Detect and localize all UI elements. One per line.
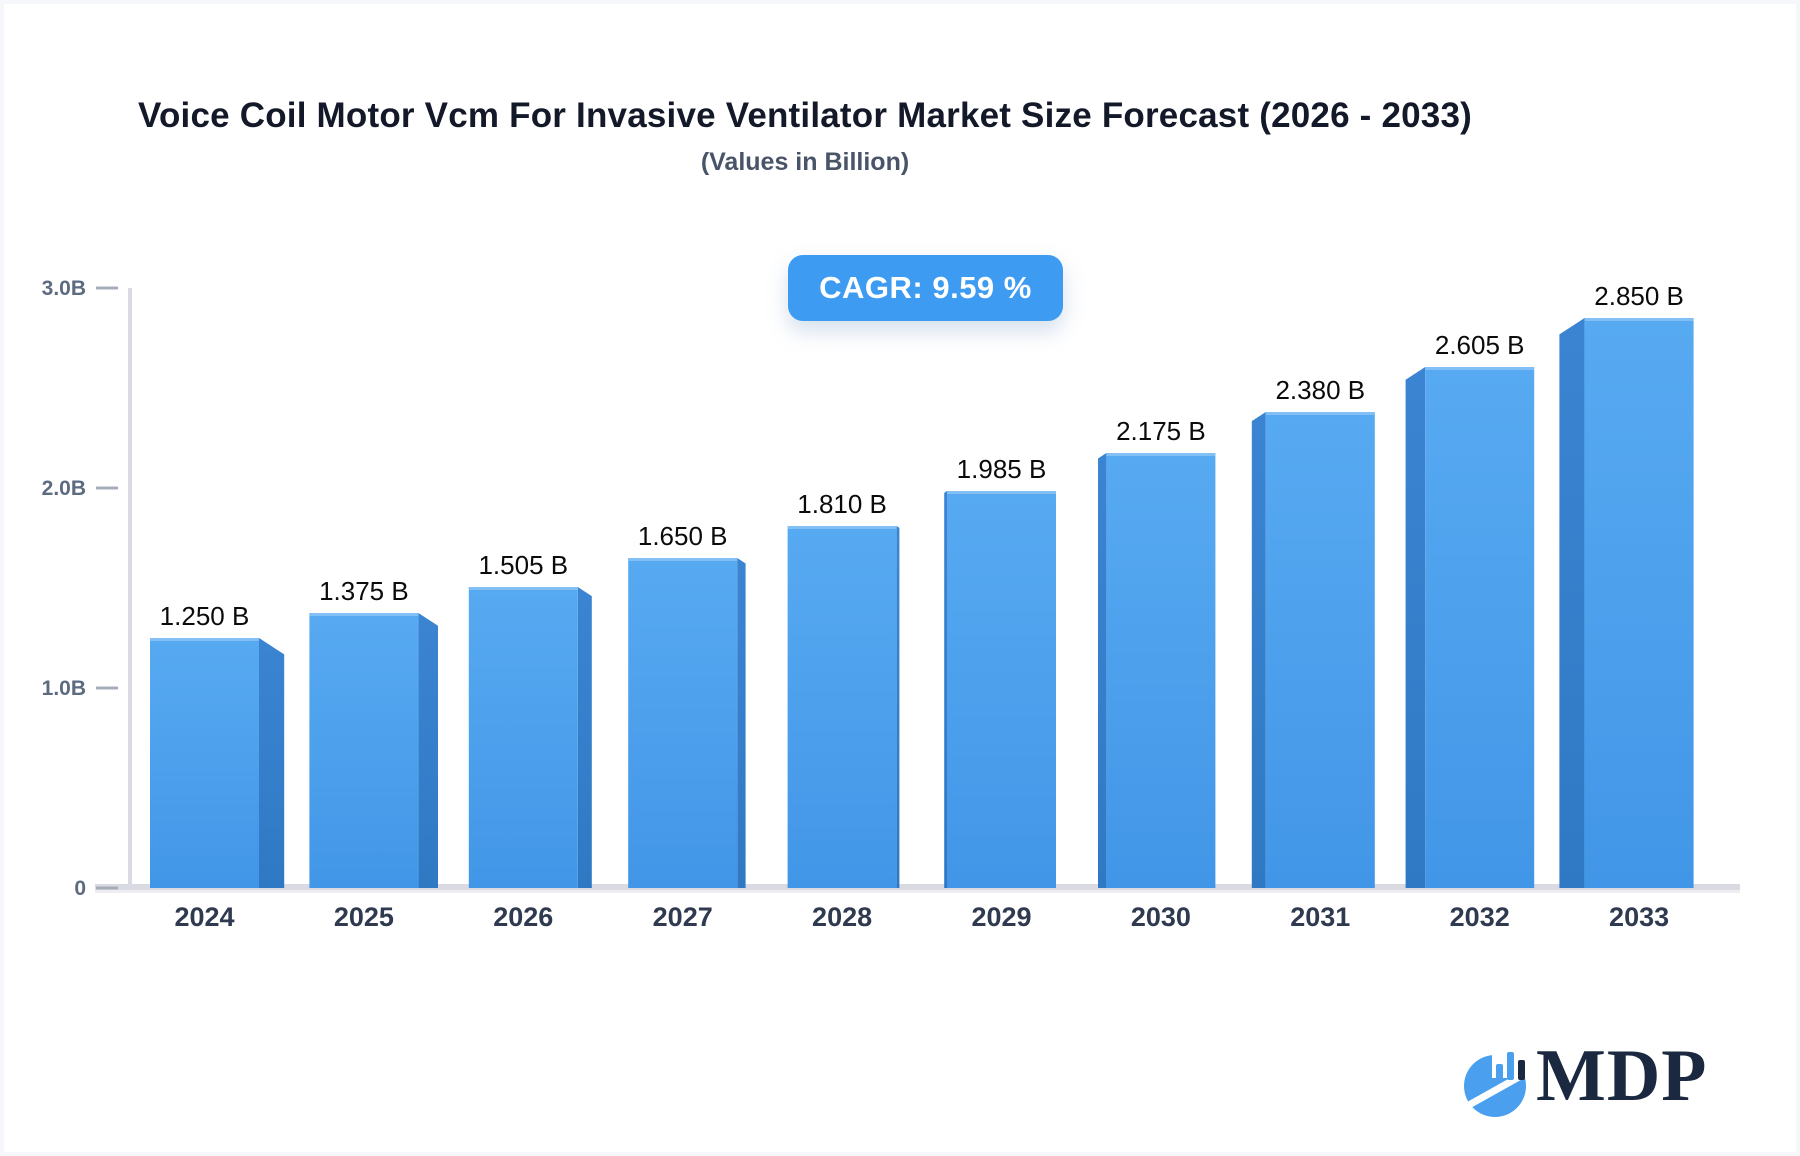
bar-top-edge [150, 638, 259, 641]
y-axis-line [128, 288, 132, 888]
bar-group-2024: 1.250 B 2024 [150, 601, 285, 932]
x-axis-label: 2026 [493, 902, 553, 932]
y-tick-mark [96, 886, 118, 890]
bar-face [1584, 318, 1694, 888]
bar-group-2031: 2.380 B 2031 [1251, 375, 1375, 932]
x-axis-label: 2031 [1290, 902, 1350, 932]
bar-top-edge [947, 491, 1056, 494]
bar-side [1405, 367, 1426, 888]
mdp-logo-text: MDP [1536, 1035, 1708, 1117]
x-axis-label: 2033 [1609, 902, 1669, 932]
y-tick-label: 3.0B [42, 277, 86, 300]
bar-group-2033: 2.850 B 2033 [1559, 281, 1694, 932]
y-tick-label: 1.0B [42, 677, 86, 700]
bar-face [1425, 367, 1535, 888]
bar-face [150, 638, 259, 888]
x-axis-label: 2030 [1131, 902, 1191, 932]
bar-face [628, 558, 738, 888]
bar-side [737, 558, 746, 888]
x-axis-line [95, 884, 1740, 890]
chart-title: Voice Coil Motor Vcm For Invasive Ventil… [138, 96, 1472, 135]
bar-group-2032: 2.605 B 2032 [1405, 330, 1535, 932]
bar-value-label: 1.650 B [638, 521, 728, 551]
bar-group-2028: 1.810 B 2028 [787, 489, 900, 932]
bar-group-2027: 1.650 B 2027 [628, 521, 746, 932]
bar-side [896, 526, 900, 888]
x-axis-label: 2024 [174, 902, 234, 932]
bar-top-edge [787, 526, 897, 529]
bar-face [468, 587, 578, 888]
x-axis-label: 2029 [971, 902, 1031, 932]
bar-value-label: 2.605 B [1435, 330, 1525, 360]
bar-side [1251, 412, 1266, 888]
bar-top-edge [628, 558, 738, 561]
pie-bar-chart-icon [1462, 1048, 1530, 1117]
cagr-badge: CAGR: 9.59 % [788, 255, 1063, 321]
bar-top-edge [1584, 318, 1694, 321]
y-tick-mark [96, 286, 118, 290]
bar-value-label: 2.850 B [1594, 281, 1684, 311]
y-tick-label: 2.0B [42, 477, 86, 500]
bar-side [1098, 453, 1107, 888]
bar-side [1559, 318, 1585, 888]
bar-top-edge [1106, 453, 1216, 456]
x-axis-label: 2028 [812, 902, 872, 932]
bar-top-edge [1425, 367, 1535, 370]
y-tick-label: 0 [74, 877, 86, 900]
bar-face [309, 613, 419, 888]
bar-top-edge [309, 613, 419, 616]
x-axis-label: 2027 [653, 902, 713, 932]
bar-value-label: 1.250 B [160, 601, 250, 631]
bar-side [259, 638, 285, 888]
x-axis-label: 2025 [334, 902, 394, 932]
y-tick-mark [96, 686, 118, 690]
bar-top-edge [468, 587, 578, 590]
bar-value-label: 2.175 B [1116, 416, 1206, 446]
x-axis-label: 2032 [1450, 902, 1510, 932]
bar-face [787, 526, 897, 888]
chart-subtitle: (Values in Billion) [700, 148, 910, 176]
bar-value-label: 1.985 B [957, 454, 1047, 484]
bar-value-label: 1.375 B [319, 576, 409, 606]
cagr-badge-label: CAGR: 9.59 % [819, 270, 1032, 305]
bar-side [418, 613, 438, 888]
bar-face [1106, 453, 1216, 888]
y-tick-mark [96, 486, 118, 490]
bar-face [1265, 412, 1375, 888]
bar-value-label: 1.505 B [478, 550, 568, 580]
bar-group-2029: 1.985 B 2029 [944, 454, 1056, 932]
bar-side [577, 587, 592, 888]
bar-value-label: 2.380 B [1275, 375, 1365, 405]
bar-top-edge [1265, 412, 1375, 415]
bar-face [947, 491, 1056, 888]
bar-side [944, 491, 947, 888]
bar-group-2025: 1.375 B 2025 [309, 576, 438, 932]
mdp-logo: MDP [1462, 1026, 1742, 1126]
bar-group-2026: 1.505 B 2026 [468, 550, 592, 932]
bar-value-label: 1.810 B [797, 489, 887, 519]
x-axis-line-shadow [95, 890, 1740, 893]
bar-group-2030: 2.175 B 2030 [1098, 416, 1216, 932]
